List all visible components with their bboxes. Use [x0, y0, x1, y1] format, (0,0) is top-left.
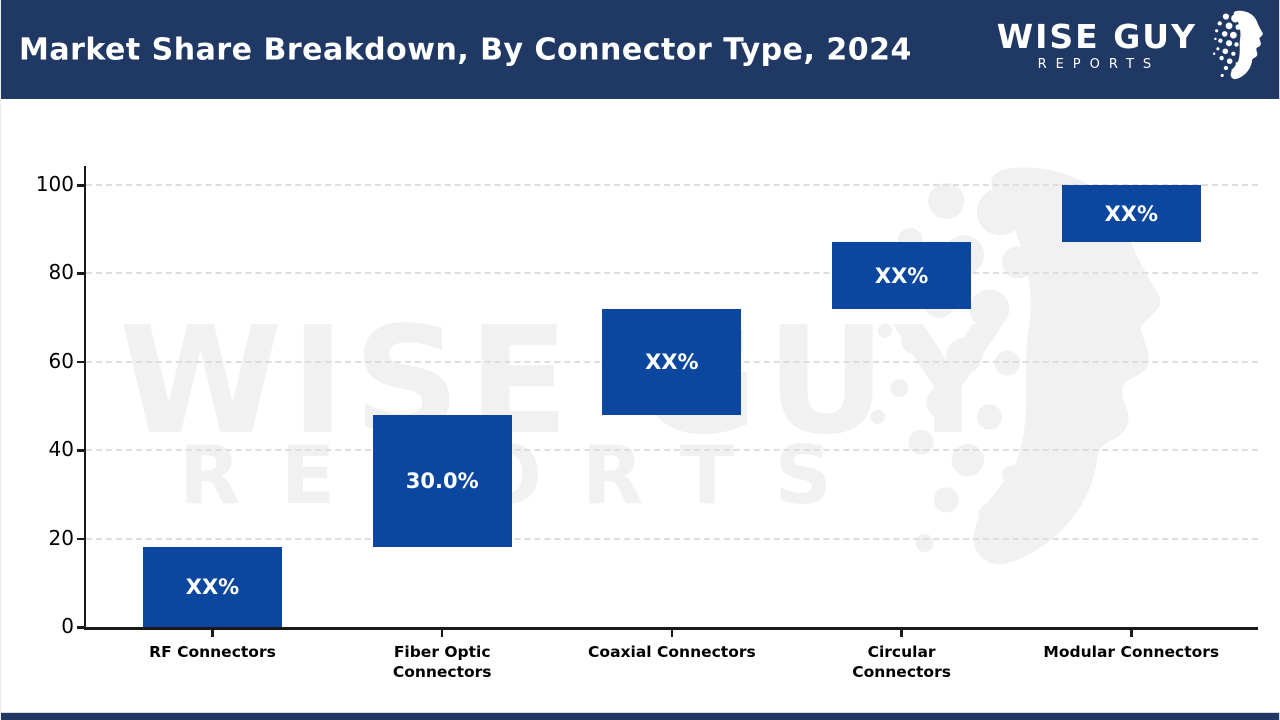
- logo-text: WISE GUY REPORTS: [997, 20, 1197, 72]
- x-axis-label-4: Modular Connectors: [1043, 643, 1220, 661]
- gridline-100: [86, 184, 1258, 186]
- page-title: Market Share Breakdown, By Connector Typ…: [19, 32, 912, 67]
- gridline-40: [86, 449, 1258, 452]
- y-tick-label-60: 60: [48, 348, 74, 373]
- y-tickmark-80: [77, 272, 86, 275]
- bar-fiber-optic-connectors: 30.0%: [372, 414, 512, 548]
- gridline-20: [86, 537, 1258, 540]
- x-axis-label-1: Fiber Optic Connectors: [392, 643, 492, 682]
- bar-modular-connectors: XX%: [1061, 185, 1201, 243]
- bar-value-label: XX%: [645, 349, 699, 374]
- x-axis-label-0: RF Connectors: [149, 643, 276, 661]
- bar-circular-connectors: XX%: [832, 242, 972, 309]
- x-tickmark-0: [211, 629, 214, 637]
- x-tickmark-1: [440, 629, 444, 637]
- y-tick-label-20: 20: [48, 525, 74, 550]
- header: Market Share Breakdown, By Connector Typ…: [1, 0, 1279, 99]
- watermark-text-wiseguy: WISE GUY: [119, 295, 1010, 467]
- x-axis-label-2: Coaxial Connectors: [588, 643, 756, 661]
- y-tickmark-60: [77, 360, 86, 364]
- y-axis-line: [83, 166, 86, 630]
- bar-rf-connectors: XX%: [143, 547, 282, 627]
- x-axis-line: [83, 627, 1258, 630]
- y-tickmark-100: [77, 184, 86, 187]
- logo-wordmark: WISE GUY: [996, 17, 1197, 57]
- y-tick-label-80: 80: [48, 260, 74, 285]
- bar-coaxial-connectors: XX%: [602, 308, 742, 415]
- x-tickmark-3: [900, 629, 903, 637]
- logo-subtext: REPORTS: [1037, 56, 1161, 72]
- logo-face-icon: [1212, 10, 1263, 80]
- y-tickmark-40: [77, 449, 86, 452]
- brand-logo: WISE GUY REPORTS: [997, 10, 1265, 82]
- y-tickmark-20: [77, 537, 86, 541]
- y-tick-label-100: 100: [35, 172, 74, 196]
- y-tick-label-40: 40: [48, 437, 74, 462]
- chart-canvas: WISE GUY REPORTS 0 20 40 60 80 100 XX% RF Conne…: [1, 99, 1280, 713]
- gridline-80: [86, 272, 1258, 275]
- bar-value-label: XX%: [185, 575, 240, 600]
- footer-bar: [1, 712, 1279, 720]
- x-tickmark-2: [670, 629, 674, 637]
- y-tick-label-0: 0: [61, 614, 74, 638]
- x-tickmark-4: [1130, 629, 1133, 637]
- bar-value-label: XX%: [1104, 201, 1159, 226]
- bar-value-label: 30.0%: [405, 469, 479, 494]
- bar-value-label: XX%: [874, 263, 929, 288]
- x-axis-label-3: Circular Connectors: [852, 643, 951, 682]
- y-tickmark-0: [77, 626, 86, 629]
- watermark-text-reports: REPORTS: [179, 429, 873, 522]
